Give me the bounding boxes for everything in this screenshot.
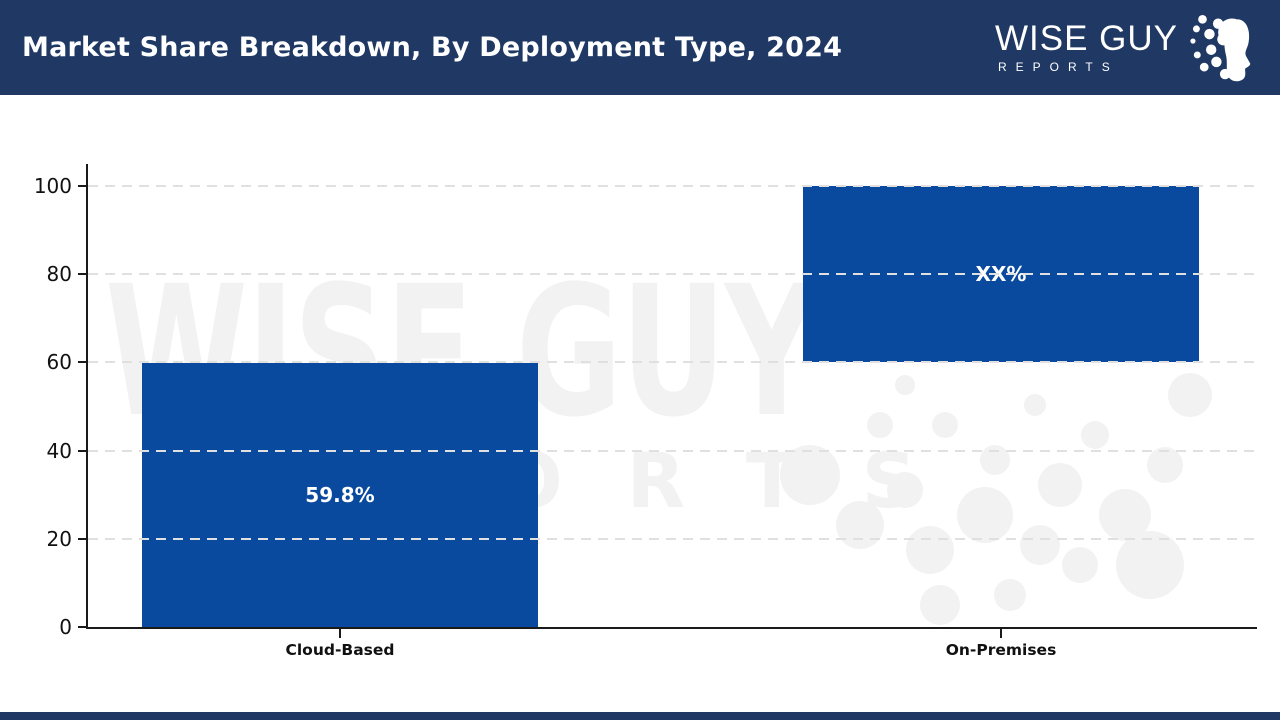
header: Market Share Breakdown, By Deployment Ty… [0,0,1280,95]
gridline-100 [88,185,1254,187]
gridline-40 [88,450,1254,452]
y-tick-mark [78,450,86,452]
y-tick-label: 100 [33,174,72,198]
axes-layer: 0 20 40 60 80 100 Cloud-Based On-Premises [0,95,1280,712]
gridlines-layer [0,95,1280,712]
x-tick-label: On-Premises [945,641,1057,659]
gridline-80 [88,273,1254,275]
brand-subtext: REPORTS [997,60,1119,74]
x-tick-label: Cloud-Based [285,641,395,659]
y-tick-mark [78,361,86,363]
bar-cloud-based: 59.8% [142,363,538,627]
y-axis-line [86,164,88,629]
brand-wordmark: WISE GUY REPORTS [995,21,1178,74]
gridline-20 [88,538,1254,540]
chart-area: WISE GUY REPORTS 59.8% XX% 0 20 40 60 80 100 [0,95,1280,712]
x-tick-mark [1000,629,1002,638]
footer-bar [0,712,1280,720]
chart-title: Market Share Breakdown, By Deployment Ty… [22,32,843,63]
bar-value-label: 59.8% [305,483,375,507]
y-tick-mark [78,538,86,540]
y-tick-label: 60 [46,350,72,374]
gridline-60 [88,361,1254,363]
y-tick-mark [78,626,86,628]
x-tick-mark [339,629,341,638]
y-tick-label: 20 [46,527,72,551]
y-tick-mark [78,273,86,275]
wise-guy-face-icon [1190,14,1251,81]
brand-logo: WISE GUY REPORTS [995,9,1252,87]
y-tick-mark [78,185,86,187]
y-tick-label: 80 [46,262,72,286]
y-tick-label: 0 [59,615,72,639]
brand-name-text: WISE GUY [994,19,1178,58]
x-axis-line [86,627,1257,629]
y-tick-label: 40 [46,439,72,463]
